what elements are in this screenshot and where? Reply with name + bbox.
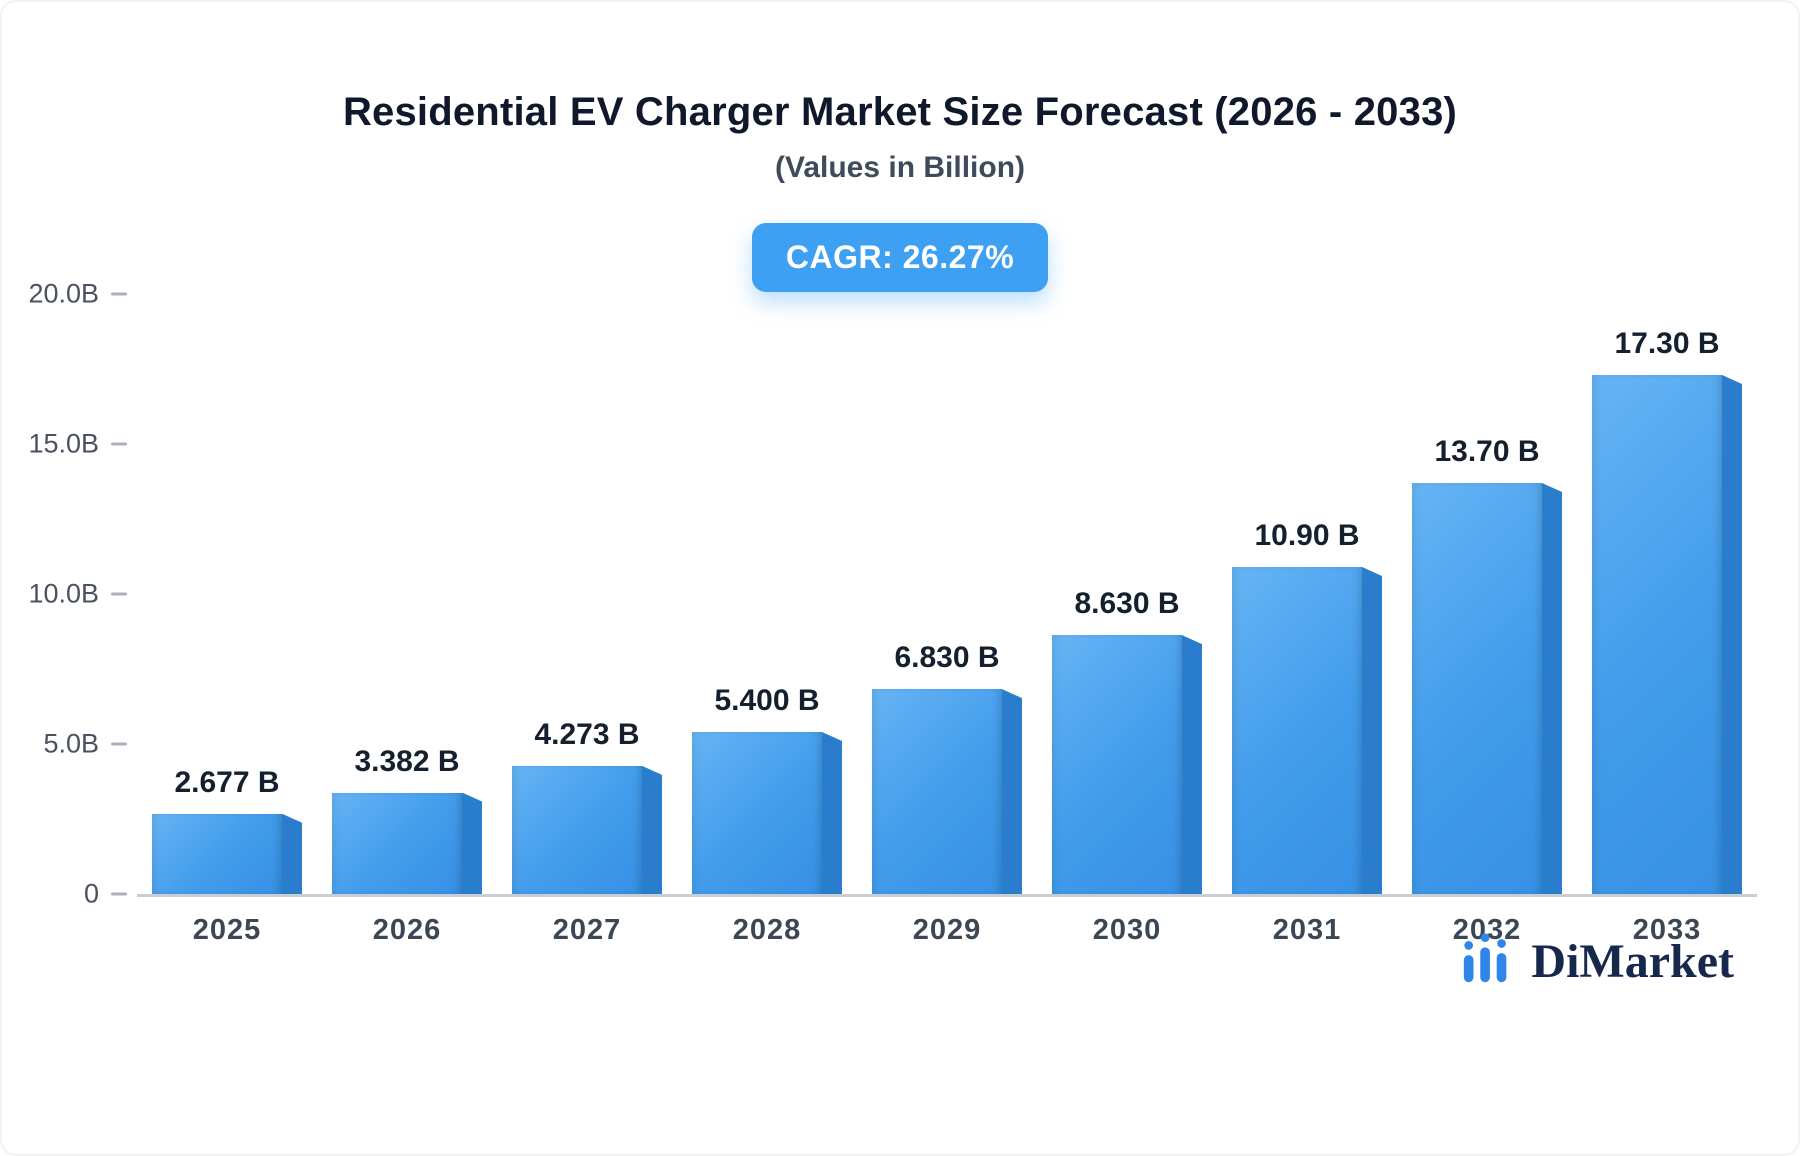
bar-value-label: 6.830 B <box>894 641 1000 675</box>
bar-side-face <box>1722 375 1742 894</box>
bar-chart-dots-icon <box>1464 933 1507 983</box>
bar-front-face <box>332 792 462 894</box>
bar: 6.830 B <box>872 641 1022 894</box>
page-title: Residential EV Charger Market Size Forec… <box>342 90 1458 134</box>
y-axis-tick-mark <box>111 742 127 746</box>
x-axis-label: 2027 <box>552 914 622 946</box>
bar: 2.677 B <box>152 766 302 894</box>
bar: 10.90 B <box>1232 519 1382 894</box>
bar-value-label: 13.70 B <box>1434 435 1540 468</box>
bar-front-face <box>1232 567 1362 894</box>
x-axis-label: 2030 <box>1092 914 1162 946</box>
bar-side-face <box>282 813 302 894</box>
bar-side-face <box>1182 635 1202 894</box>
page-subtitle: (Values in Billion) <box>774 151 1026 184</box>
bar-column: 4.273 B 2027 <box>497 294 677 946</box>
x-axis-label: 2028 <box>732 914 802 946</box>
bar-front-face <box>1052 635 1182 894</box>
bar-column: 3.382 B 2026 <box>317 294 497 946</box>
y-axis-tick-label: 0 <box>83 878 99 909</box>
y-axis-tick-label: 10.0B <box>28 578 99 609</box>
bar-column: 13.70 B 2032 <box>1397 294 1577 946</box>
bar-column: 2.677 B 2025 <box>137 294 317 946</box>
bar-side-face <box>1002 689 1022 894</box>
bar-side-face <box>1362 567 1382 894</box>
bar-column: 5.400 B 2028 <box>677 294 857 946</box>
bar-column: 8.630 B 2030 <box>1037 294 1217 946</box>
bar: 8.630 B <box>1052 587 1202 894</box>
y-axis-tick-mark <box>111 592 127 596</box>
y-axis-tick-mark <box>111 892 127 896</box>
bar-side-face <box>822 732 842 894</box>
cagr-badge: CAGR: 26.27% <box>751 223 1049 292</box>
bar-column: 10.90 B 2031 <box>1217 294 1397 946</box>
y-axis-tick-label: 15.0B <box>28 428 99 459</box>
y-axis-tick: 20.0B <box>2 279 127 310</box>
bar-value-label: 2.677 B <box>174 765 280 799</box>
dimarket-logo: DiMarket <box>1459 928 1734 986</box>
bar-front-face <box>872 689 1002 894</box>
bar-side-face <box>642 765 662 894</box>
bar-column: 17.30 B 2033 <box>1577 294 1757 946</box>
y-axis-tick: 0 <box>2 879 127 910</box>
x-axis-label: 2033 <box>1632 914 1702 946</box>
y-axis-tick-label: 20.0B <box>28 278 99 309</box>
bar-column: 6.830 B 2029 <box>857 294 1037 946</box>
plot-area: 2.677 B 2025 3.382 B 2026 4.273 B 2027 5.400 B… <box>28 279 1757 946</box>
bar: 5.400 B <box>692 684 842 894</box>
x-axis-label: 2031 <box>1272 914 1342 946</box>
y-axis-tick: 5.0B <box>2 729 127 760</box>
bar: 17.30 B <box>1592 327 1742 894</box>
y-axis-tick-label: 5.0B <box>43 728 99 759</box>
x-axis-label: 2029 <box>912 914 982 946</box>
bar-value-label: 17.30 B <box>1614 327 1720 360</box>
bar-value-label: 4.273 B <box>534 717 640 751</box>
bar-front-face <box>152 813 282 894</box>
logo-text: DiMarket <box>1531 935 1734 988</box>
bar-value-label: 10.90 B <box>1254 519 1360 552</box>
bar: 13.70 B <box>1412 435 1562 894</box>
x-axis-label: 2026 <box>372 914 442 946</box>
bar-side-face <box>462 792 482 894</box>
y-axis-tick: 15.0B <box>2 429 127 460</box>
y-axis-tick-mark <box>111 442 127 446</box>
x-axis-label: 2025 <box>192 914 262 946</box>
bar-columns: 2.677 B 2025 3.382 B 2026 4.273 B 2027 5.400 B… <box>137 294 1757 946</box>
y-axis-tick-mark <box>111 292 127 296</box>
y-axis-tick: 10.0B <box>2 579 127 610</box>
bar-side-face <box>1542 483 1562 894</box>
bar-value-label: 5.400 B <box>714 684 820 717</box>
bar: 4.273 B <box>512 718 662 894</box>
bar-front-face <box>512 765 642 894</box>
bar-front-face <box>1412 483 1542 894</box>
bar-value-label: 3.382 B <box>354 744 460 778</box>
bar-front-face <box>1592 375 1722 894</box>
bar: 3.382 B <box>332 745 482 894</box>
bar-front-face <box>692 732 822 894</box>
bar-value-label: 8.630 B <box>1074 587 1180 621</box>
